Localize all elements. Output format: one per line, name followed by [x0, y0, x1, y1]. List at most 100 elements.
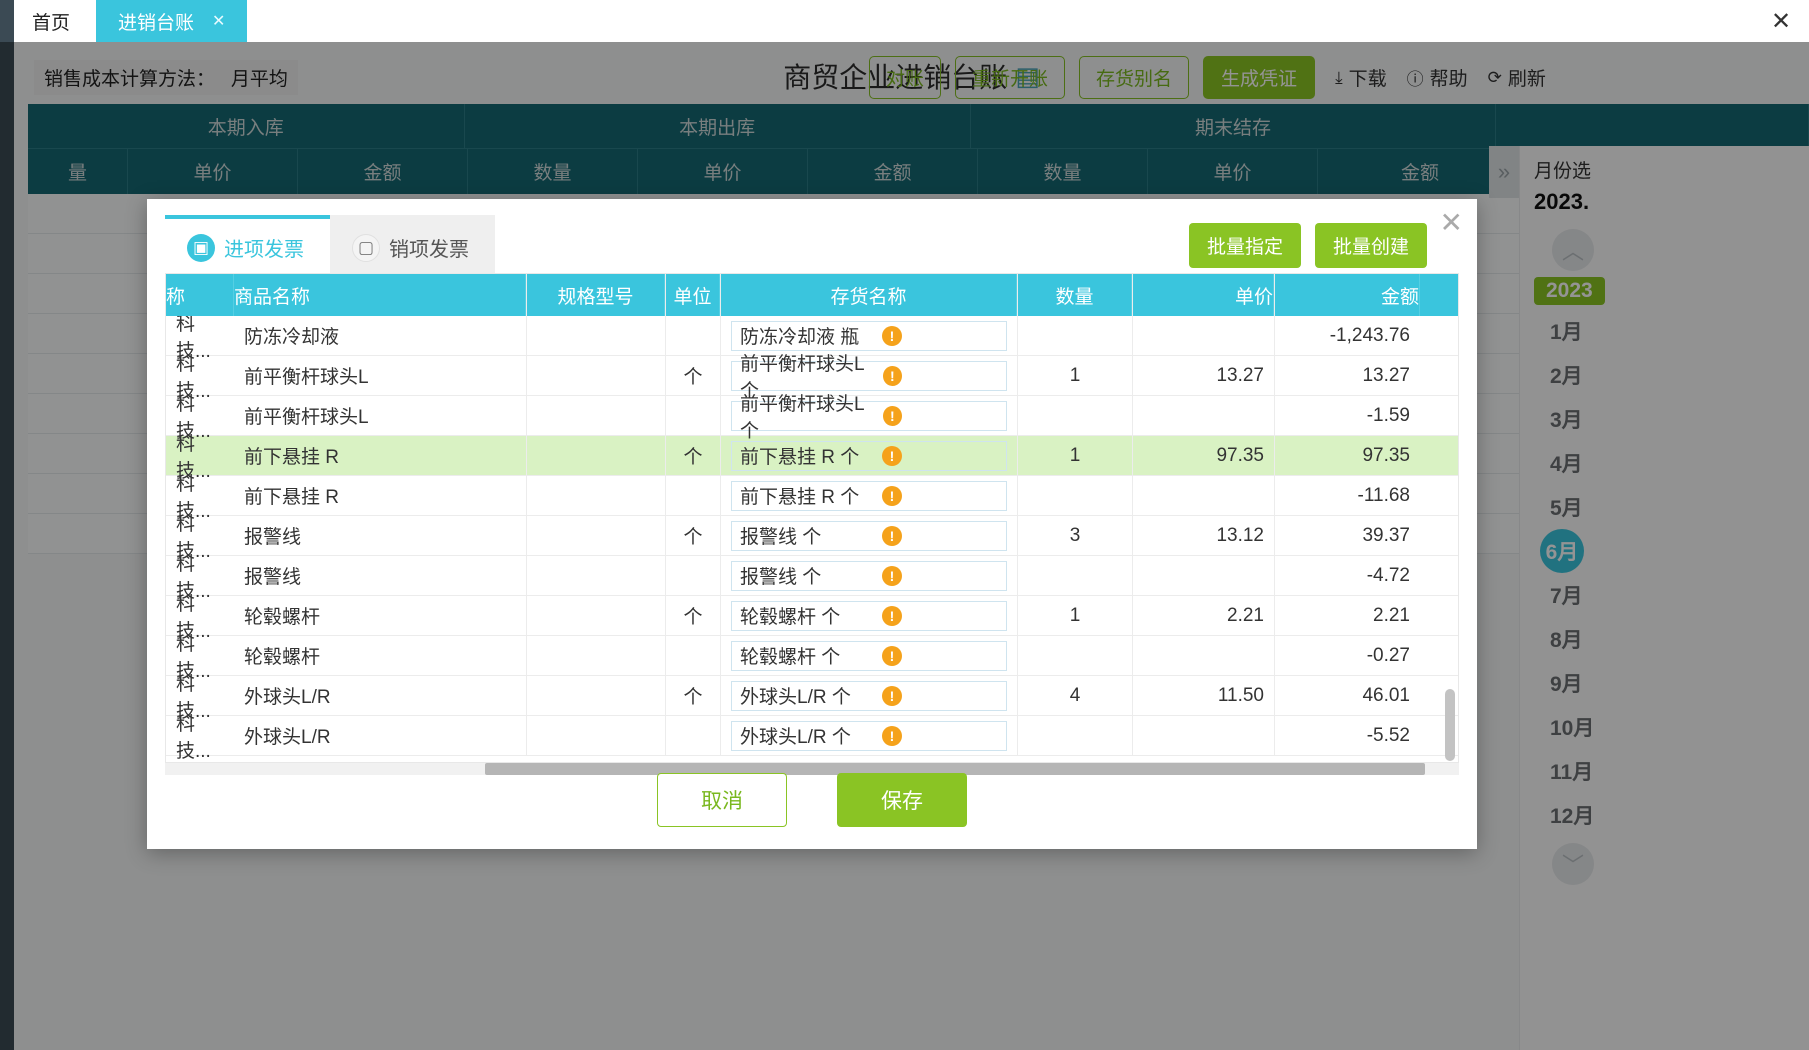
cell-unit-price: 13.12: [1132, 516, 1274, 555]
warning-icon[interactable]: !: [882, 365, 902, 386]
invoice-table-body[interactable]: 科技... 防冻冷却液 防冻冷却液 瓶! -1,243.76 科技... 前平衡杆球头L 个…: [166, 316, 1458, 762]
warning-icon[interactable]: !: [882, 685, 902, 706]
month-item-1[interactable]: 1月: [1550, 321, 1583, 344]
table-row[interactable]: 科技... 前下悬挂 R 前下悬挂 R 个! -11.68: [166, 474, 1458, 522]
left-rail: [0, 42, 14, 1050]
cancel-button[interactable]: 取消: [657, 773, 787, 827]
cell-stock-name[interactable]: 外球头L/R 个!: [720, 676, 1017, 715]
cell-stock-name[interactable]: 防冻冷却液 瓶!: [720, 316, 1017, 355]
reopen-account-button[interactable]: 重新开账: [955, 56, 1066, 99]
panel-collapse-icon[interactable]: »: [1489, 146, 1519, 198]
batch-assign-button[interactable]: 批量指定: [1188, 223, 1301, 268]
month-item-2[interactable]: 2月: [1550, 365, 1583, 388]
cell-quantity: 1: [1017, 596, 1132, 635]
month-item-6-selected[interactable]: 6月: [1540, 529, 1584, 573]
warning-icon[interactable]: !: [882, 445, 902, 466]
table-row[interactable]: 科技... 外球头L/R 个外球头L/R 个! 4 11.50 46.01: [166, 674, 1458, 722]
cell-stock-name[interactable]: 报警线 个!: [720, 516, 1017, 555]
cell-stock-name[interactable]: 前平衡杆球头L 个!: [720, 394, 1017, 442]
table-row[interactable]: 科技... 防冻冷却液 防冻冷却液 瓶! -1,243.76: [166, 316, 1458, 362]
year-badge-2023[interactable]: 2023: [1534, 277, 1605, 305]
tab-ledger[interactable]: 进销台账 ✕: [96, 0, 248, 42]
table-row[interactable]: 科技... 报警线 报警线 个! -4.72: [166, 554, 1458, 602]
cell-goods-name: 轮毂螺杆: [244, 647, 321, 668]
cell-amount: 13.27: [1274, 356, 1420, 395]
generate-voucher-button[interactable]: 生成凭证: [1203, 56, 1316, 99]
cell-unit-price: [1132, 556, 1274, 595]
table-row[interactable]: 科技... 轮毂螺杆 轮毂螺杆 个! -0.27: [166, 634, 1458, 682]
download-button[interactable]: ⤓ 下载: [1329, 64, 1387, 91]
cell-goods-name: 外球头L/R: [244, 687, 331, 708]
table-row[interactable]: 科技... 报警线个报警线 个! 3 13.12 39.37: [166, 514, 1458, 562]
tab-output-invoice[interactable]: ▢ 销项发票: [330, 215, 495, 278]
month-item-5[interactable]: 5月: [1550, 497, 1583, 520]
stock-name-input[interactable]: 外球头L/R 个!: [731, 680, 1007, 711]
refresh-button[interactable]: ⟳ 刷新: [1482, 64, 1546, 91]
warning-icon[interactable]: !: [882, 325, 902, 346]
warning-icon[interactable]: !: [882, 565, 902, 586]
month-item-7[interactable]: 7月: [1550, 585, 1583, 608]
month-item-8[interactable]: 8月: [1550, 629, 1583, 652]
warning-icon[interactable]: !: [882, 405, 902, 426]
month-item-9[interactable]: 9月: [1550, 673, 1583, 696]
table-row[interactable]: 科技... 轮毂螺杆个轮毂螺杆 个! 1 2.21 2.21: [166, 594, 1458, 642]
save-button[interactable]: 保存: [837, 773, 967, 827]
warning-icon[interactable]: !: [882, 485, 902, 506]
cell-stock-name[interactable]: 前下悬挂 R 个!: [720, 476, 1017, 515]
cell-stock-name[interactable]: 外球头L/R 个!: [720, 716, 1017, 755]
table-row[interactable]: 科技... 外球头L/R 外球头L/R 个! -5.52: [166, 714, 1458, 762]
stock-name-input[interactable]: 报警线 个!: [731, 520, 1007, 551]
stock-name-input[interactable]: 轮毂螺杆 个!: [731, 640, 1007, 671]
warning-icon[interactable]: !: [882, 605, 902, 626]
table-row[interactable]: 科技... 前下悬挂 R 个前下悬挂 R 个! 1 97.35 97.35: [166, 434, 1458, 482]
stock-name-input[interactable]: 前下悬挂 R 个!: [731, 440, 1007, 471]
stock-name-input[interactable]: 轮毂螺杆 个!: [731, 600, 1007, 631]
reconcile-button[interactable]: 对账: [869, 56, 942, 99]
month-item-12[interactable]: 12月: [1550, 805, 1595, 828]
warning-icon[interactable]: !: [882, 725, 902, 746]
modal-close-icon[interactable]: ✕: [1439, 207, 1463, 238]
invoice-table-vscrollbar[interactable]: [1445, 689, 1455, 761]
page-title-text: 商贸企业进销台账: [783, 62, 1008, 93]
stock-name-input[interactable]: 前平衡杆球头L 个!: [731, 394, 1007, 442]
inventory-alias-button[interactable]: 存货别名: [1079, 56, 1190, 99]
warning-icon[interactable]: !: [882, 525, 902, 546]
cell-stock-name[interactable]: 轮毂螺杆 个!: [720, 596, 1017, 635]
stock-name-input[interactable]: 前下悬挂 R 个!: [731, 480, 1007, 511]
invoice-table-hscrollbar[interactable]: [165, 763, 1459, 775]
month-scroll-up-icon[interactable]: ︿: [1552, 229, 1594, 271]
tab-input-invoice[interactable]: ▣ 进项发票: [165, 215, 330, 278]
refresh-label: 刷新: [1507, 69, 1546, 90]
stock-name-input[interactable]: 前平衡杆球头L 个!: [731, 354, 1007, 402]
cell-stock-name[interactable]: 轮毂螺杆 个!: [720, 636, 1017, 675]
tab-close-icon[interactable]: ✕: [212, 13, 226, 30]
cell-stock-name[interactable]: 前下悬挂 R 个!: [720, 436, 1017, 475]
cell-unit: [665, 476, 720, 515]
cell-stock-name[interactable]: 报警线 个!: [720, 556, 1017, 595]
month-scroll-down-icon[interactable]: ﹀: [1552, 843, 1594, 885]
month-item-4[interactable]: 4月: [1550, 453, 1583, 476]
table-row[interactable]: 科技... 前平衡杆球头L 个前平衡杆球头L 个! 1 13.27 13.27: [166, 354, 1458, 402]
batch-create-button[interactable]: 批量创建: [1314, 223, 1427, 268]
warning-icon[interactable]: !: [882, 645, 902, 666]
month-item-10[interactable]: 10月: [1550, 717, 1595, 740]
cell-spec-model: [526, 316, 665, 355]
tab-home[interactable]: 首页: [14, 0, 96, 42]
help-button[interactable]: ⓘ 帮助: [1401, 64, 1468, 91]
stock-name-input[interactable]: 防冻冷却液 瓶!: [731, 320, 1007, 351]
modal-footer: 取消 保存: [147, 773, 1477, 827]
hscrollbar-thumb[interactable]: [485, 763, 1425, 775]
stock-name-input[interactable]: 报警线 个!: [731, 560, 1007, 591]
month-item-11[interactable]: 11月: [1550, 761, 1594, 784]
page-header-buttons: 对账 重新开账 存货别名 生成凭证 ⤓ 下载 ⓘ 帮助 ⟳ 刷新: [869, 56, 1546, 99]
stock-name-input[interactable]: 外球头L/R 个!: [731, 720, 1007, 751]
cell-goods-name: 报警线: [244, 527, 302, 548]
month-item-3[interactable]: 3月: [1550, 409, 1583, 432]
table-row[interactable]: 科技... 前平衡杆球头L 前平衡杆球头L 个! -1.59: [166, 394, 1458, 442]
document-list-icon[interactable]: ▤: [1015, 60, 1040, 91]
window-close-icon[interactable]: ✕: [1753, 0, 1809, 42]
cell-spec-model: [526, 356, 665, 395]
cell-spec-model: [526, 676, 665, 715]
month-list: 2023 1月 2月 3月 4月 5月 6月 7月 8月 9月 10月 11月 …: [1534, 277, 1795, 837]
cell-stock-name[interactable]: 前平衡杆球头L 个!: [720, 354, 1017, 402]
